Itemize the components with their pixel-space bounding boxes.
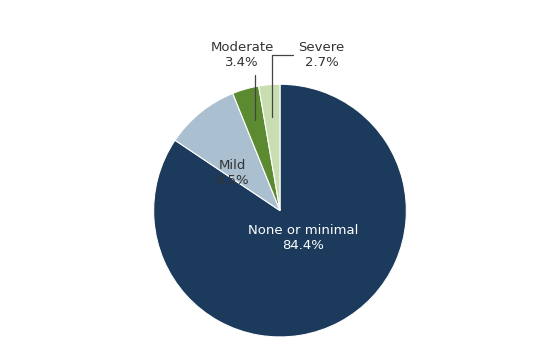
- Wedge shape: [259, 84, 280, 211]
- Text: Moderate
3.4%: Moderate 3.4%: [211, 41, 274, 120]
- Wedge shape: [153, 84, 407, 337]
- Wedge shape: [175, 93, 280, 211]
- Text: Mild
9.5%: Mild 9.5%: [215, 159, 249, 187]
- Wedge shape: [233, 86, 280, 211]
- Text: None or minimal
84.4%: None or minimal 84.4%: [248, 224, 358, 252]
- Text: Severe
2.7%: Severe 2.7%: [272, 41, 345, 117]
